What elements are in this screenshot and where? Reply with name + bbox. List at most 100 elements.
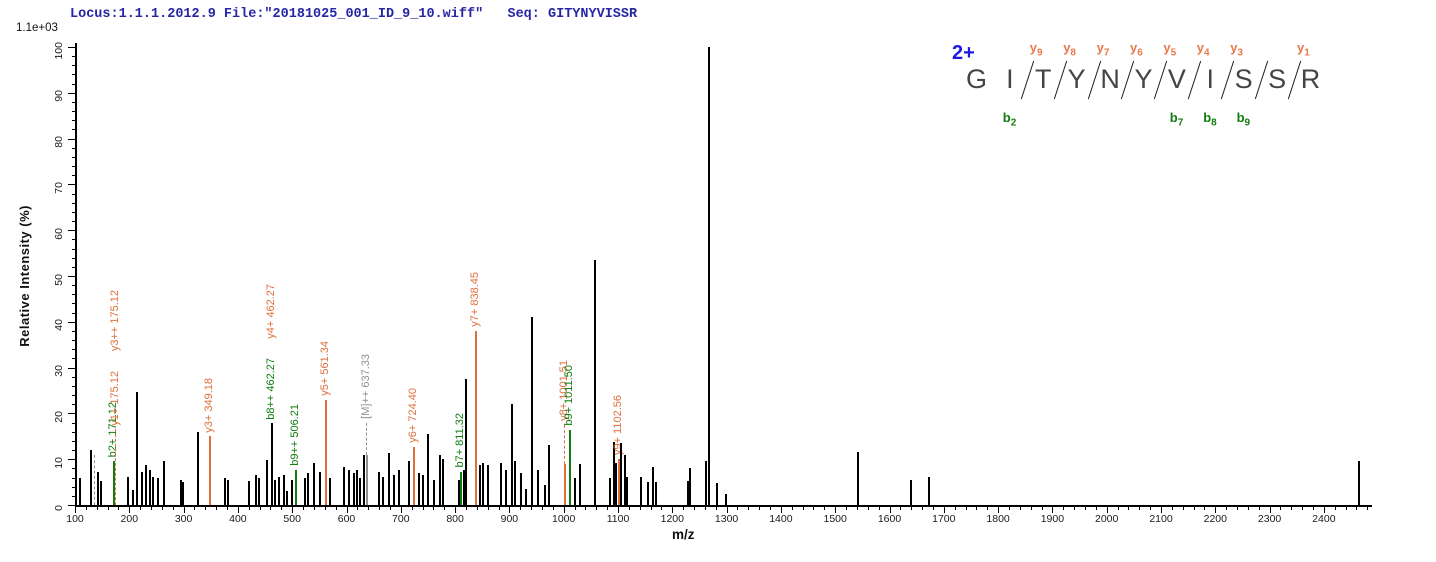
spectrum-peak bbox=[655, 481, 657, 505]
y-tick-label: 40 bbox=[53, 319, 65, 331]
x-tick-label: 200 bbox=[120, 513, 139, 525]
residue-letter: Y bbox=[1067, 64, 1086, 94]
x-tick bbox=[607, 506, 609, 510]
spectrum-peak-dashed bbox=[563, 424, 565, 464]
peak-annotation: y1+ 175.12 bbox=[108, 370, 121, 426]
y-ion-label: y5 bbox=[1163, 40, 1177, 59]
x-tick bbox=[1323, 506, 1325, 513]
y-tick bbox=[71, 330, 75, 332]
spectrum-peak bbox=[608, 478, 611, 505]
x-tick bbox=[791, 506, 793, 510]
y-tick bbox=[68, 230, 75, 232]
x-tick bbox=[661, 506, 663, 510]
x-tick bbox=[759, 506, 761, 510]
spectrum-peak-dashed bbox=[93, 454, 95, 505]
spectrum-peak bbox=[286, 491, 289, 505]
y-ion-label: y6 bbox=[1130, 40, 1143, 59]
spectrum-peak bbox=[182, 482, 185, 505]
x-tick bbox=[694, 506, 696, 510]
y-ion-label: y4 bbox=[1196, 40, 1210, 59]
spectrum-peak bbox=[574, 478, 577, 505]
y-tick bbox=[68, 92, 75, 94]
spectrum-peak bbox=[520, 473, 523, 505]
x-tick bbox=[476, 506, 478, 510]
y-tick bbox=[71, 147, 75, 149]
y-tick bbox=[71, 83, 75, 85]
x-tick bbox=[194, 506, 196, 510]
x-tick-label: 1800 bbox=[986, 513, 1010, 525]
x-tick bbox=[465, 506, 467, 510]
x-tick bbox=[433, 506, 435, 510]
x-tick bbox=[867, 506, 869, 510]
x-tick bbox=[1117, 506, 1119, 510]
x-tick bbox=[1313, 506, 1315, 510]
y-tick bbox=[71, 74, 75, 76]
x-tick bbox=[639, 506, 641, 510]
b-ion-label: b2 bbox=[1002, 110, 1017, 129]
spectrum-peak bbox=[407, 461, 410, 505]
x-tick bbox=[422, 506, 424, 510]
residue-letter: G bbox=[965, 64, 987, 94]
spectrum-peak bbox=[387, 453, 390, 505]
spectrum-peak bbox=[624, 455, 627, 505]
spectrum-peak bbox=[90, 450, 93, 505]
x-tick-label: 1300 bbox=[714, 513, 739, 525]
x-tick bbox=[531, 506, 533, 510]
x-tick bbox=[161, 506, 163, 510]
x-tick bbox=[1204, 506, 1206, 510]
spectrum-peak bbox=[910, 479, 913, 505]
spectrum-peak bbox=[687, 480, 690, 505]
peak-annotation: y7+ 838.45 bbox=[468, 272, 481, 327]
y-tick bbox=[71, 477, 75, 479]
y-tick bbox=[71, 257, 75, 259]
x-tick bbox=[292, 506, 294, 513]
x-tick bbox=[1367, 506, 1369, 510]
spectrum-peak bbox=[342, 466, 345, 505]
residue-letter: S bbox=[1234, 64, 1253, 94]
peak-annotation: y6+ 724.40 bbox=[407, 388, 420, 443]
spectrum-peak bbox=[224, 477, 227, 505]
x-tick bbox=[715, 506, 717, 510]
y-tick bbox=[71, 385, 75, 387]
spectrum-peak bbox=[612, 441, 615, 505]
spectrum-peak bbox=[356, 470, 359, 505]
spectrum-peak bbox=[426, 433, 429, 505]
y-tick bbox=[71, 248, 75, 250]
x-tick bbox=[313, 506, 315, 510]
x-tick bbox=[411, 506, 413, 510]
y-ion-label: y8 bbox=[1063, 40, 1076, 59]
spectrum-peak bbox=[619, 443, 622, 505]
spectrum-peak bbox=[100, 481, 103, 505]
b-ion-label: b7 bbox=[1169, 110, 1184, 129]
x-tick bbox=[683, 506, 685, 510]
x-tick bbox=[1150, 506, 1152, 510]
x-tick bbox=[140, 506, 142, 510]
residue-letter: S bbox=[1268, 64, 1287, 94]
x-tick bbox=[748, 506, 750, 510]
x-tick-label: 2100 bbox=[1149, 513, 1173, 525]
x-tick bbox=[151, 506, 153, 510]
spectrum-peak bbox=[568, 429, 571, 505]
y-ion-label: y3 bbox=[1230, 40, 1243, 59]
spectrum-peak bbox=[716, 483, 719, 505]
spectrum-peak bbox=[537, 470, 540, 505]
y-tick bbox=[71, 166, 75, 168]
x-tick bbox=[129, 506, 131, 513]
y-tick bbox=[71, 312, 75, 314]
x-tick bbox=[846, 506, 848, 510]
spectrum-peak bbox=[464, 379, 467, 505]
intensity-scale-note: 1.1e+03 bbox=[16, 22, 58, 34]
y-tick bbox=[71, 294, 75, 296]
x-tick bbox=[85, 506, 87, 510]
spectrum-peak bbox=[511, 404, 514, 505]
spectrum-peak bbox=[270, 423, 273, 505]
y-tick bbox=[71, 120, 75, 122]
spectrum-peak bbox=[163, 461, 166, 505]
x-tick bbox=[368, 506, 370, 510]
spectrum-peak bbox=[593, 259, 596, 505]
x-tick bbox=[618, 506, 619, 513]
x-tick bbox=[585, 506, 587, 510]
x-tick bbox=[1356, 506, 1358, 510]
x-tick-label: 1900 bbox=[1040, 513, 1065, 525]
x-tick bbox=[237, 506, 239, 513]
